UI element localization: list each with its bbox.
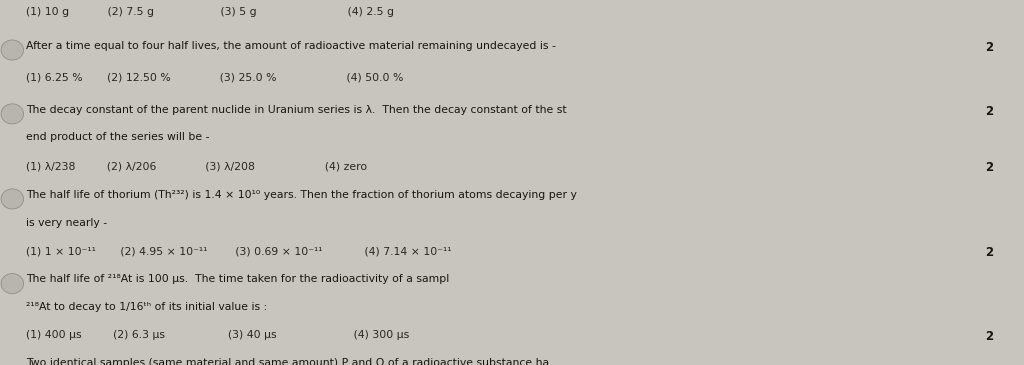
Text: 2: 2 <box>985 105 993 118</box>
Text: The decay constant of the parent nuclide in Uranium series is λ.  Then the decay: The decay constant of the parent nuclide… <box>26 105 566 115</box>
Text: After a time equal to four half lives, the amount of radioactive material remain: After a time equal to four half lives, t… <box>26 41 555 51</box>
Text: (1) λ/238         (2) λ/206              (3) λ/208                    (4) zero: (1) λ/238 (2) λ/206 (3) λ/208 (4) zero <box>26 161 367 171</box>
Text: 2: 2 <box>985 41 993 54</box>
Ellipse shape <box>1 104 24 124</box>
Text: 2: 2 <box>985 330 993 343</box>
Text: 2: 2 <box>985 246 993 260</box>
Text: (1) 10 g           (2) 7.5 g                   (3) 5 g                          : (1) 10 g (2) 7.5 g (3) 5 g <box>26 7 393 17</box>
Ellipse shape <box>1 189 24 209</box>
Ellipse shape <box>1 274 24 293</box>
Text: The half life of ²¹⁸At is 100 µs.  The time taken for the radioactivity of a sam: The half life of ²¹⁸At is 100 µs. The ti… <box>26 274 449 284</box>
Text: is very nearly -: is very nearly - <box>26 218 106 228</box>
Text: (1) 400 µs         (2) 6.3 µs                  (3) 40 µs                      (4: (1) 400 µs (2) 6.3 µs (3) 40 µs (4 <box>26 330 409 340</box>
Text: end product of the series will be -: end product of the series will be - <box>26 132 209 142</box>
Text: 2: 2 <box>985 161 993 174</box>
Text: ²¹⁸At to decay to 1/16ᵗʰ of its initial value is :: ²¹⁸At to decay to 1/16ᵗʰ of its initial … <box>26 302 267 312</box>
Text: The half life of thorium (Th²³²) is 1.4 × 10¹⁰ years. Then the fraction of thori: The half life of thorium (Th²³²) is 1.4 … <box>26 190 577 200</box>
Text: (1) 1 × 10⁻¹¹       (2) 4.95 × 10⁻¹¹        (3) 0.69 × 10⁻¹¹            (4) 7.14: (1) 1 × 10⁻¹¹ (2) 4.95 × 10⁻¹¹ (3) 0.69 … <box>26 246 452 256</box>
Text: Two identical samples (same material and same amount) P and Q of a radioactive s: Two identical samples (same material and… <box>26 358 549 365</box>
Ellipse shape <box>1 40 24 60</box>
Text: (1) 6.25 %       (2) 12.50 %              (3) 25.0 %                    (4) 50.0: (1) 6.25 % (2) 12.50 % (3) 25.0 % (4) 50… <box>26 73 403 83</box>
